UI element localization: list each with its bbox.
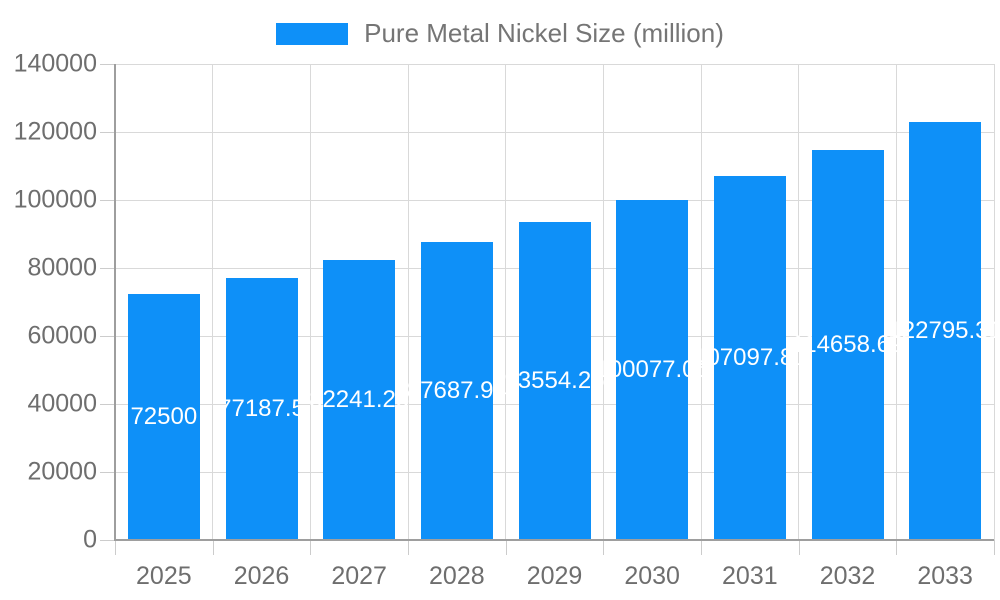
y-axis-tick-label: 140000 xyxy=(13,49,97,78)
x-axis-tick xyxy=(798,540,800,555)
bar-value-label: 87687.94 xyxy=(406,376,507,404)
v-gridline xyxy=(309,64,311,540)
y-axis-tick xyxy=(100,404,115,405)
bar[interactable] xyxy=(616,199,689,540)
bar-value-label: 77187.5 xyxy=(218,394,305,422)
x-axis-tick xyxy=(212,540,214,555)
v-gridline xyxy=(505,64,507,540)
x-axis-tick-label: 2026 xyxy=(233,562,290,590)
bar[interactable] xyxy=(518,221,591,540)
v-gridline xyxy=(407,64,409,540)
x-axis-tick xyxy=(701,540,702,555)
h-gridline xyxy=(115,63,994,65)
v-gridline xyxy=(798,64,800,540)
bar-value-label: 122795.31 xyxy=(888,317,1000,345)
legend-swatch-icon xyxy=(276,22,349,45)
x-axis-tick xyxy=(896,540,898,555)
y-axis-tick xyxy=(100,472,115,473)
bar[interactable] xyxy=(323,260,396,540)
bar-value-label: 72500 xyxy=(130,402,198,430)
v-gridline xyxy=(212,64,214,540)
bar[interactable] xyxy=(713,175,786,540)
bar-value-label: 107097.81 xyxy=(693,343,807,371)
legend-label: Pure Metal Nickel Size (million) xyxy=(364,18,724,48)
x-axis-tick-label: 2033 xyxy=(917,562,973,590)
x-axis-tick xyxy=(505,540,507,555)
x-axis-tick xyxy=(408,540,409,555)
y-axis-tick xyxy=(100,64,115,65)
y-axis-tick xyxy=(100,200,115,201)
plot-area: 72500 77187.5 82241.25 87687.94 93554.25 1000… xyxy=(115,63,1000,540)
x-axis-tick-label: 2025 xyxy=(136,562,192,590)
y-axis-line xyxy=(114,64,116,540)
y-axis-tick-label: 20000 xyxy=(27,457,97,486)
y-axis-tick-label: 120000 xyxy=(13,117,97,146)
y-axis-tick xyxy=(100,336,115,337)
v-gridline xyxy=(993,64,995,540)
y-axis-tick xyxy=(100,132,115,133)
x-axis-tick xyxy=(603,540,605,555)
x-axis-tick-label: 2032 xyxy=(819,562,876,590)
legend[interactable]: Pure Metal Nickel Size (million) xyxy=(0,18,1000,49)
v-gridline xyxy=(700,64,702,540)
y-axis-tick-label: 100000 xyxy=(13,185,97,214)
v-gridline xyxy=(895,64,897,540)
bar-value-label: 100077.06 xyxy=(595,355,709,383)
h-gridline xyxy=(115,131,994,133)
bar-value-label: 93554.25 xyxy=(504,366,605,394)
x-axis-tick-label: 2031 xyxy=(722,562,778,590)
y-axis-tick xyxy=(100,268,115,269)
x-axis-tick-label: 2030 xyxy=(624,562,680,590)
x-axis-tick-label: 2027 xyxy=(331,562,387,590)
y-axis-tick xyxy=(100,540,115,541)
bar[interactable] xyxy=(420,241,493,540)
x-axis-tick-label: 2028 xyxy=(429,562,485,590)
x-axis-line xyxy=(114,539,994,541)
bar[interactable] xyxy=(811,150,884,540)
bar-value-label: 82241.25 xyxy=(309,386,410,414)
y-axis-tick-label: 40000 xyxy=(27,389,97,418)
bar[interactable] xyxy=(225,277,298,540)
bar[interactable] xyxy=(909,122,982,540)
h-gridline xyxy=(115,199,994,201)
bar[interactable] xyxy=(127,293,200,540)
x-axis-tick xyxy=(115,540,116,555)
x-axis-tick xyxy=(310,540,312,555)
bar-value-label: 114658.69 xyxy=(791,331,904,359)
x-axis-tick-label: 2029 xyxy=(526,562,583,590)
x-axis-tick xyxy=(994,540,995,555)
v-gridline xyxy=(602,64,604,540)
y-axis-tick-label: 0 xyxy=(83,525,97,554)
y-axis-tick-label: 60000 xyxy=(27,321,97,350)
y-axis-tick-label: 80000 xyxy=(27,253,97,282)
